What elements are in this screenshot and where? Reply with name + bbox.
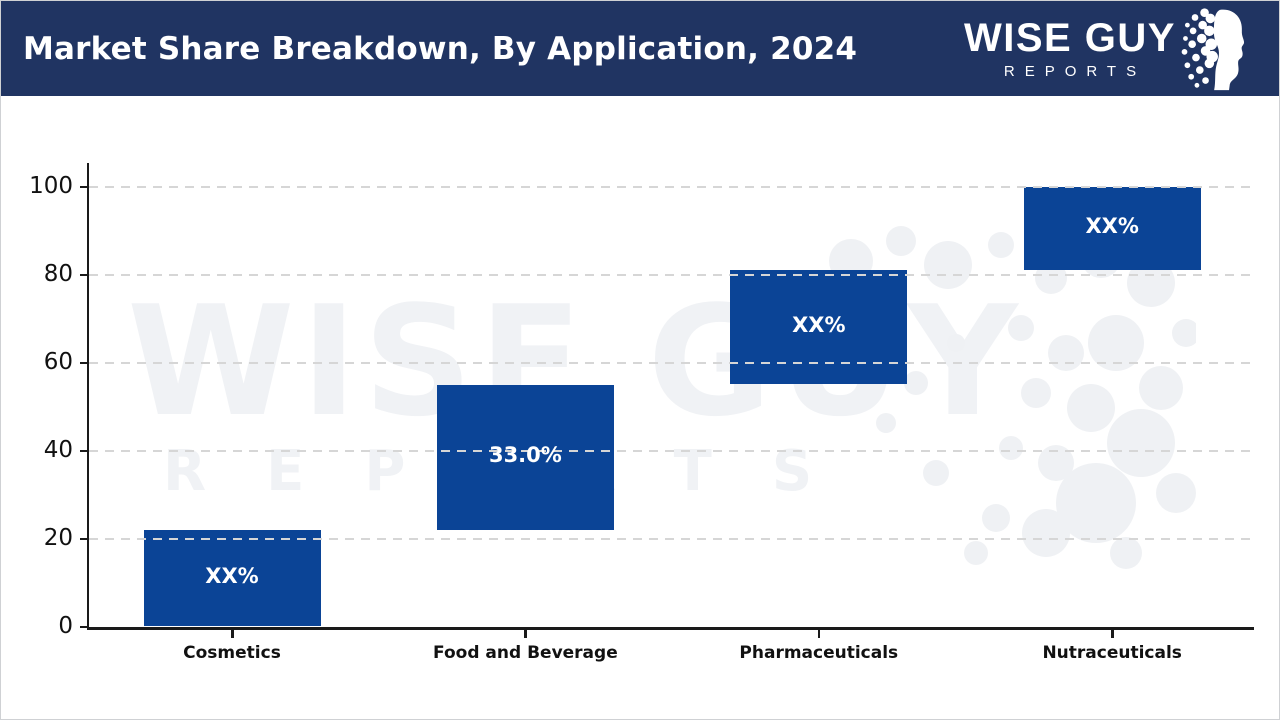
y-tick-label: 80 — [43, 260, 73, 287]
bar-value-label-pharmaceuticals: XX% — [792, 313, 846, 338]
x-category-label-nutraceuticals: Nutraceuticals — [1042, 642, 1182, 663]
bar-cosmetics — [143, 529, 321, 627]
x-category-label-food-and-beverage: Food and Beverage — [433, 642, 618, 663]
y-tick-label: 20 — [43, 524, 73, 551]
gridline-20 — [89, 537, 1254, 540]
y-tick-label: 40 — [43, 436, 73, 463]
y-tick-mark — [80, 625, 89, 628]
gridline-40 — [89, 449, 1254, 452]
y-tick-mark — [80, 185, 89, 188]
y-tick-mark — [80, 537, 89, 540]
y-tick-label: 100 — [29, 172, 73, 199]
bar-pharmaceuticals — [730, 270, 908, 385]
bar-value-label-food-and-beverage: 33.0% — [488, 443, 562, 468]
chart-canvas: WISE GUY REPORTS 020406080100XX%33.0%XX%… — [1, 96, 1279, 719]
x-tick-mark-cosmetics — [231, 628, 234, 638]
logo-head-icon — [1181, 7, 1245, 90]
gridline-60 — [89, 361, 1254, 364]
y-tick-label: 60 — [43, 348, 73, 375]
bar-food-and-beverage — [436, 384, 614, 530]
y-tick-mark — [80, 273, 89, 276]
x-tick-mark-pharmaceuticals — [817, 628, 821, 638]
bar-value-label-cosmetics: XX% — [205, 564, 259, 589]
x-tick-mark-food-and-beverage — [524, 628, 527, 638]
wiseguy-logo: WISE GUY REPORTS — [964, 6, 1257, 92]
gridline-100 — [89, 185, 1254, 188]
y-tick-mark — [80, 449, 89, 452]
bar-nutraceuticals — [1023, 186, 1201, 271]
header-bar: Market Share Breakdown, By Application, … — [1, 1, 1279, 96]
logo-subtitle-text: REPORTS — [1003, 62, 1147, 80]
chart-title: Market Share Breakdown, By Application, … — [23, 30, 858, 67]
logo-title-text: WISE GUY — [963, 15, 1176, 60]
y-tick-mark — [80, 361, 89, 364]
x-category-label-pharmaceuticals: Pharmaceuticals — [739, 642, 899, 663]
x-category-label-cosmetics: Cosmetics — [183, 642, 281, 663]
bar-value-label-nutraceuticals: XX% — [1085, 214, 1139, 239]
x-axis-spine — [86, 626, 1254, 630]
y-axis-spine — [86, 163, 89, 630]
gridline-80 — [89, 273, 1254, 276]
y-tick-label: 0 — [58, 612, 73, 639]
plot-area: 0 20 40 60 80 100 XX% 33.0% XX% XX% Cosmetics Food … — [1, 96, 1279, 719]
x-tick-mark-nutraceuticals — [1111, 628, 1114, 638]
logo-wordmark: WISE GUY REPORTS — [964, 18, 1176, 80]
